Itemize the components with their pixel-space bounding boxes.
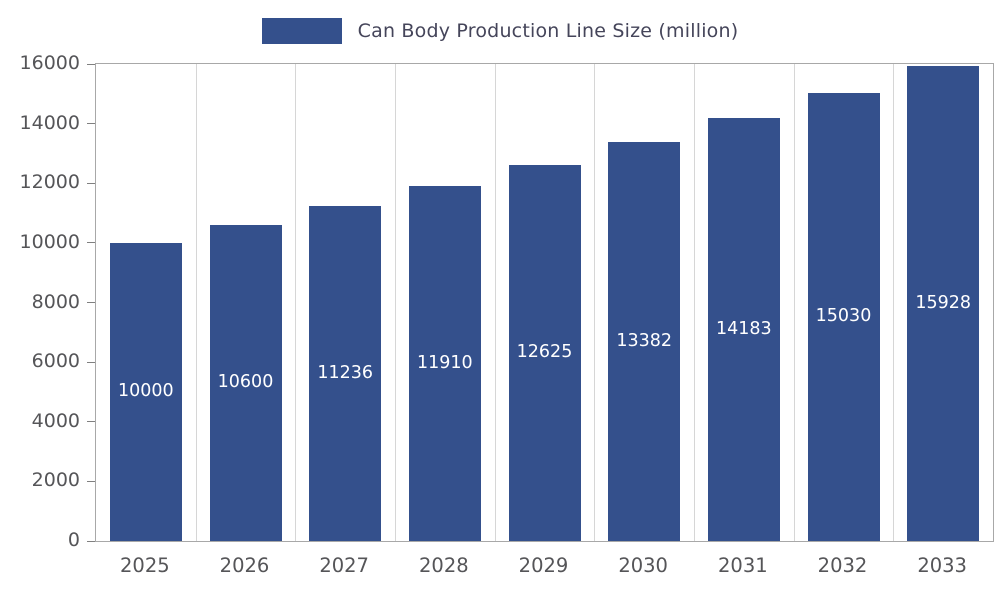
x-axis-label: 2025	[120, 554, 170, 577]
y-axis-label: 4000	[31, 409, 80, 432]
bar: 13382	[608, 142, 681, 541]
y-axis-tick	[87, 421, 95, 423]
bar: 15928	[907, 66, 980, 541]
bar-value-label: 15030	[815, 306, 872, 327]
bar-value-label: 11910	[416, 352, 473, 373]
gridline-vertical	[494, 64, 496, 541]
y-axis-tick	[87, 182, 95, 184]
bar-value-label: 12625	[516, 342, 573, 363]
y-axis-label: 14000	[19, 111, 80, 134]
bar: 14183	[707, 118, 780, 541]
gridline-vertical	[395, 64, 396, 541]
gridline-vertical	[893, 64, 895, 541]
x-axis-label: 2033	[917, 554, 967, 577]
y-axis-tick	[87, 123, 95, 125]
y-axis-tick	[87, 540, 95, 542]
y-axis-tick	[87, 302, 95, 303]
x-axis-label: 2032	[817, 554, 868, 577]
bar: 11910	[408, 185, 481, 541]
y-axis-label: 0	[67, 529, 80, 551]
plot-area: 10000 10600 11236 11910 12625 13382 14183 15030…	[87, 63, 994, 542]
x-axis-label: 2028	[419, 554, 469, 577]
gridline-vertical	[594, 64, 596, 541]
gridline-vertical	[793, 64, 795, 541]
bar-value-label: 10600	[217, 372, 274, 393]
y-axis-tick	[87, 242, 95, 244]
gridline-vertical	[195, 64, 197, 541]
bar-value-label: 13382	[616, 330, 672, 351]
bar-value-label: 10000	[117, 381, 174, 402]
y-axis-tick	[87, 361, 95, 363]
y-axis-label: 8000	[31, 290, 80, 313]
y-axis-label: 12000	[19, 171, 80, 194]
bar: 15030	[807, 92, 880, 541]
x-axis-label: 2027	[319, 554, 369, 577]
x-axis-label: 2029	[518, 554, 569, 577]
y-axis-label: 2000	[31, 469, 80, 492]
bar: 11236	[309, 206, 382, 541]
y-axis-label: 16000	[19, 52, 80, 74]
bar: 12625	[508, 164, 581, 541]
x-axis-label: 2031	[718, 554, 768, 577]
y-axis-label: 6000	[31, 350, 80, 373]
legend-label: Can Body Production Line Size (million)	[357, 20, 739, 42]
x-axis-label: 2026	[219, 554, 270, 577]
gridline-vertical	[295, 64, 297, 541]
chart-legend: Can Body Production Line Size (million)	[0, 18, 1000, 44]
y-axis-label: 10000	[19, 230, 80, 253]
bar: 10600	[209, 225, 282, 541]
y-axis-tick	[87, 480, 95, 482]
bar-value-label: 14183	[715, 318, 772, 339]
legend-swatch	[261, 18, 342, 44]
x-axis-label: 2030	[618, 554, 668, 577]
bar: 10000	[109, 242, 182, 541]
bar-value-label: 15928	[915, 292, 971, 313]
gridline-vertical	[694, 64, 695, 541]
y-axis-tick	[87, 63, 95, 65]
bar-value-label: 11236	[317, 362, 373, 383]
